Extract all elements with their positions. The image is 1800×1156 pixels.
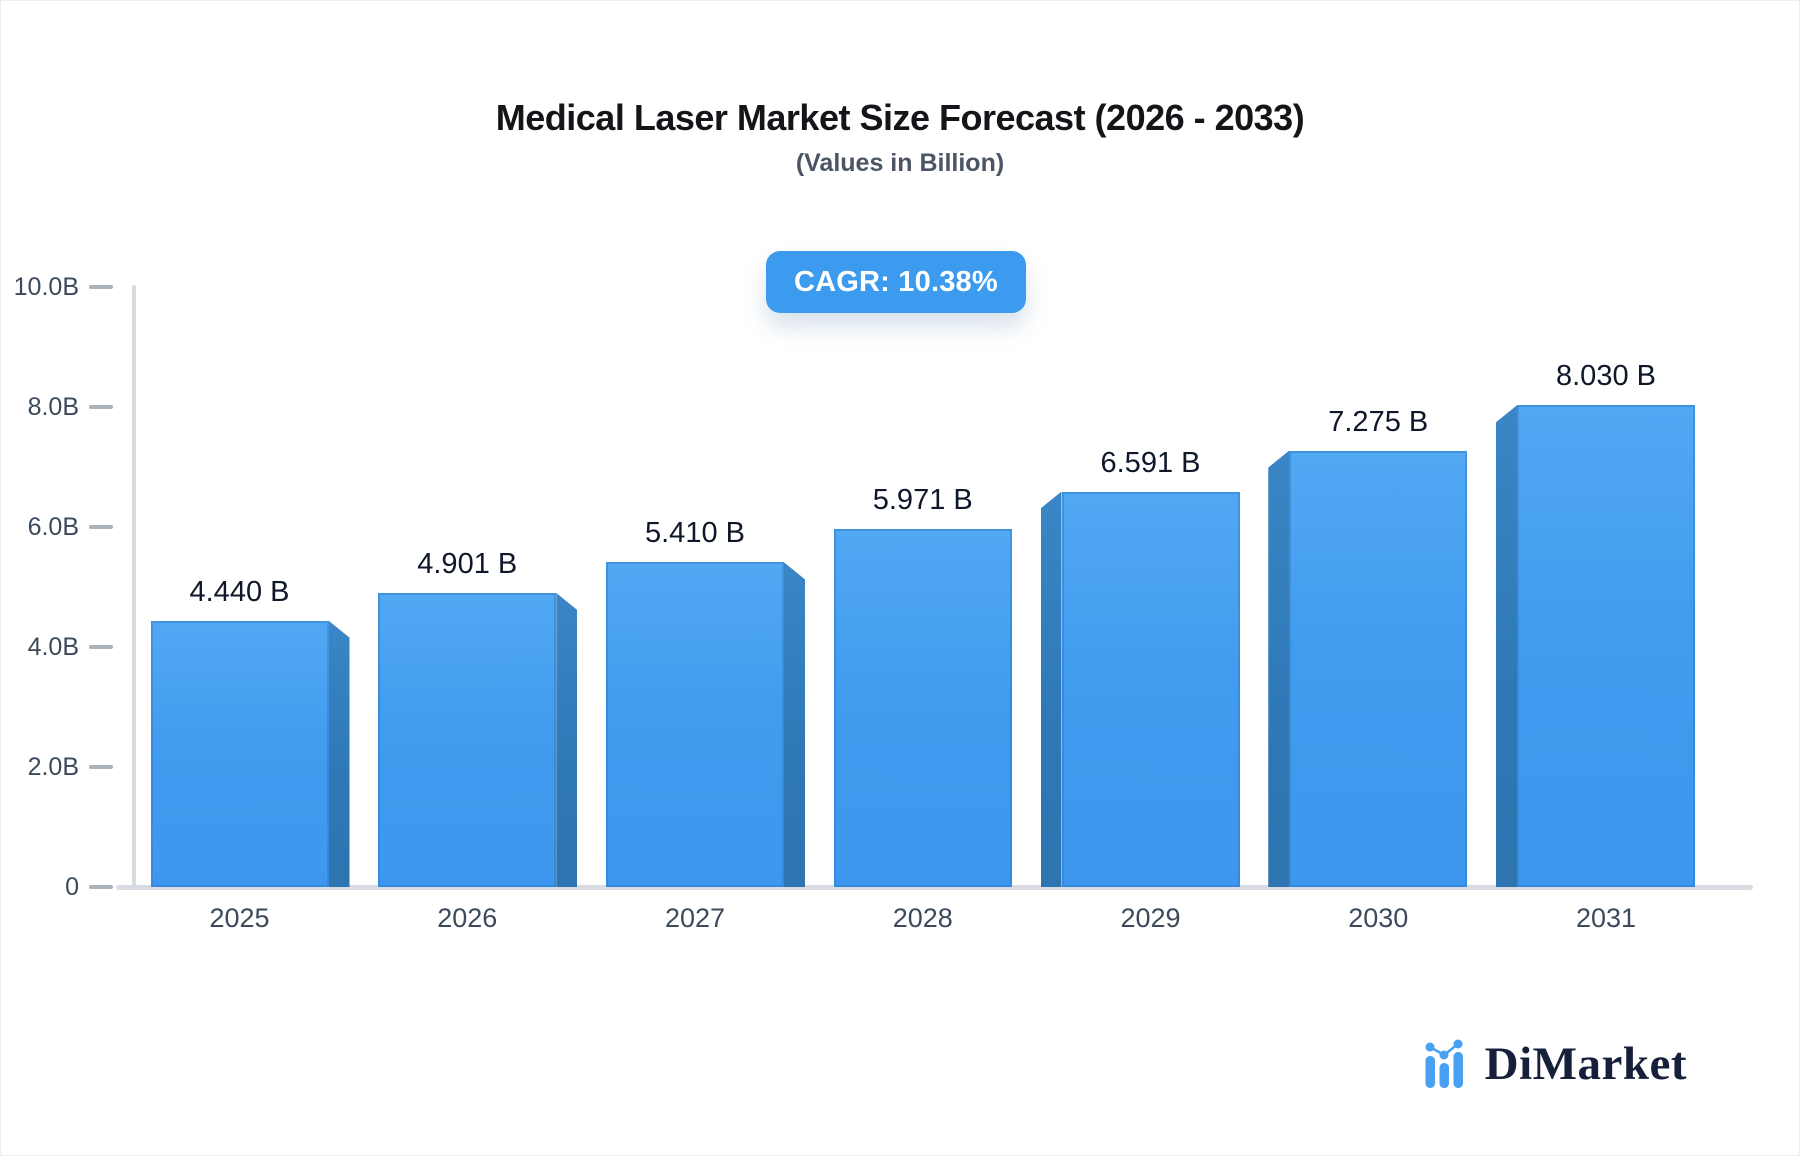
y-tick-label-0: 0 bbox=[65, 873, 79, 901]
x-axis-label-2028: 2028 bbox=[892, 903, 953, 933]
bar-2025 bbox=[150, 620, 329, 887]
chart-title: Medical Laser Market Size Forecast (2026… bbox=[495, 97, 1305, 138]
bar-2027 bbox=[606, 562, 784, 887]
y-tick-label-2.0B: 2.0B bbox=[27, 753, 79, 781]
bar-2026 bbox=[378, 592, 557, 887]
x-axis-label-2026: 2026 bbox=[437, 903, 498, 933]
bar-2031 bbox=[1517, 405, 1695, 887]
bar-side-face-2031 bbox=[1496, 405, 1517, 887]
x-axis-label-2031: 2031 bbox=[1575, 903, 1637, 933]
chart-subtitle: (Values in Billion) bbox=[795, 149, 1005, 177]
x-axis-label-2030: 2030 bbox=[1348, 903, 1409, 933]
y-tick-mark-4.0B bbox=[89, 645, 113, 649]
bar-value-label-2026: 4.901 B bbox=[417, 547, 518, 580]
bar-value-label-2025: 4.440 B bbox=[189, 575, 290, 608]
bar-value-label-2028: 5.971 B bbox=[872, 483, 973, 516]
brand-logo-text: DiMarket bbox=[1484, 1037, 1687, 1090]
x-axis-baseline bbox=[116, 885, 1753, 890]
x-axis-label-2027: 2027 bbox=[664, 903, 726, 933]
brand-logo: DiMarket bbox=[1425, 1039, 1687, 1089]
bar-side-face-2025 bbox=[328, 620, 350, 887]
bar-chart-logo-icon bbox=[1425, 1039, 1471, 1089]
cagr-badge-label: CAGR: 10.38% bbox=[794, 265, 998, 298]
bar-value-label-2030: 7.275 B bbox=[1328, 405, 1429, 438]
y-tick-label-10.0B: 10.0B bbox=[13, 273, 79, 301]
x-axis-label-2029: 2029 bbox=[1120, 903, 1181, 933]
cagr-badge: CAGR: 10.38% bbox=[766, 251, 1026, 313]
bar-2029 bbox=[1061, 491, 1240, 887]
bar-value-label-2027: 5.410 B bbox=[645, 517, 745, 550]
y-tick-label-4.0B: 4.0B bbox=[27, 633, 79, 661]
y-tick-label-6.0B: 6.0B bbox=[27, 513, 79, 541]
bar-2030 bbox=[1289, 450, 1468, 887]
y-tick-mark-6.0B bbox=[89, 525, 113, 529]
y-tick-label-8.0B: 8.0B bbox=[27, 393, 79, 421]
bar-side-face-2030 bbox=[1268, 450, 1290, 887]
bar-2028 bbox=[833, 528, 1012, 887]
y-tick-mark-0 bbox=[89, 885, 113, 889]
y-tick-mark-2.0B bbox=[89, 765, 113, 769]
bar-side-face-2027 bbox=[784, 562, 805, 887]
x-axis-label-2025: 2025 bbox=[209, 903, 270, 933]
y-tick-mark-8.0B bbox=[89, 405, 113, 409]
y-tick-mark-10.0B bbox=[89, 285, 113, 289]
bar-side-face-2029 bbox=[1040, 491, 1062, 887]
bar-value-label-2031: 8.030 B bbox=[1556, 360, 1656, 393]
bar-value-label-2029: 6.591 B bbox=[1100, 446, 1201, 479]
y-axis-line bbox=[132, 285, 136, 889]
bar-side-face-2026 bbox=[556, 592, 578, 887]
